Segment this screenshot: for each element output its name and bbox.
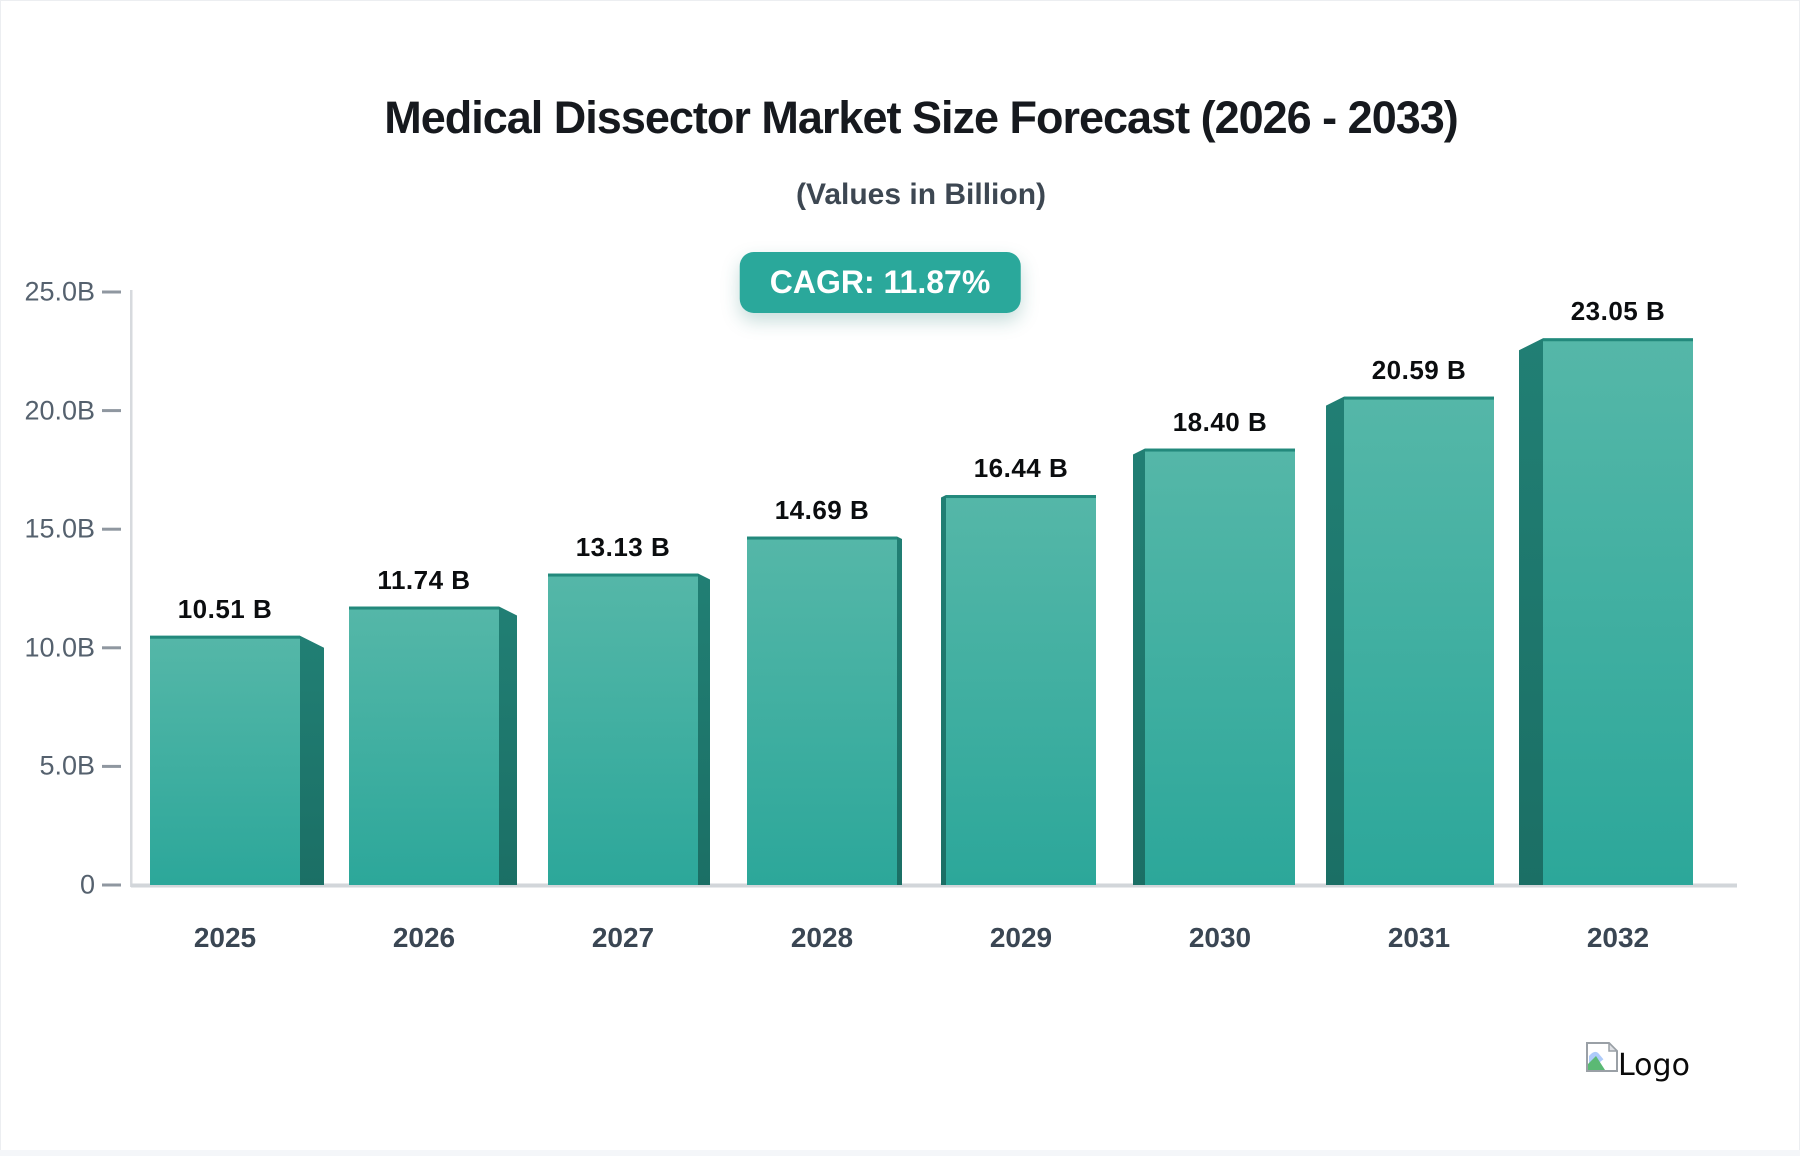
bar-side-face [941,495,946,885]
chart-subtitle: (Values in Billion) [795,178,1047,211]
bottom-strip [0,1150,1800,1156]
bar-front-face [150,635,300,885]
bars-group [150,338,1693,885]
y-tick-label-25.0B: 25.0B [24,276,95,307]
x-tick-label-2032: 2032 [1586,922,1650,953]
x-tick-label-2029: 2029 [989,922,1053,953]
value-label-2027: 13.13 B [575,531,671,562]
value-label-2025: 10.51 B [177,593,273,624]
x-tick-label-2028: 2028 [790,922,854,953]
y-tick-dash [102,883,121,887]
y-tick-dash [102,646,121,650]
bar-front-face [349,606,499,885]
x-tick-label-2025: 2025 [193,922,257,953]
bar-front-face [548,573,698,885]
value-label-2026: 11.74 B [377,564,471,595]
bar-2032[interactable] [1519,338,1693,885]
y-tick-label-5.0B: 5.0B [39,750,95,781]
y-tick-dash [102,527,121,531]
bar-2027[interactable] [548,573,710,885]
bar-side-face [1519,338,1543,885]
bar-front-face [1145,448,1295,885]
cagr-badge: CAGR: 11.87% [739,252,1021,313]
y-tick-dash [102,290,121,294]
value-label-2029: 16.44 B [973,453,1069,484]
bar-top-edge [349,606,499,610]
logo-text: Logo [1618,1048,1690,1083]
bar-top-edge [1543,338,1693,342]
y-axis-line [130,290,133,887]
bar-front-face [946,495,1096,885]
y-tick-dash [102,409,121,413]
x-baseline [131,883,1737,888]
bar-side-face [698,573,710,885]
chart-title: Medical Dissector Market Size Forecast (… [384,92,1459,143]
bar-side-face [300,635,324,885]
bar-2029[interactable] [941,495,1096,885]
bar-top-edge [747,536,897,540]
bar-top-edge [150,635,300,639]
x-tick-label-2027: 2027 [591,922,655,953]
bar-2026[interactable] [349,606,517,885]
bar-front-face [1344,396,1494,885]
axis-group [102,290,1737,888]
broken-image-icon [1586,1041,1619,1077]
y-tick-label-15.0B: 15.0B [24,513,95,544]
bar-top-edge [1145,448,1295,452]
bar-side-face [1133,448,1145,885]
bar-front-face [747,536,897,885]
bar-top-edge [548,573,698,577]
bar-top-edge [946,495,1096,499]
bar-side-face [499,606,517,885]
bar-2028[interactable] [747,536,902,885]
x-tick-label-2030: 2030 [1188,922,1252,953]
logo: Logo [1586,1041,1690,1084]
value-label-2030: 18.40 B [1172,406,1268,437]
x-tick-label-2031: 2031 [1387,922,1451,953]
x-tick-label-2026: 2026 [392,922,456,953]
y-tick-label-10.0B: 10.0B [24,632,95,663]
y-tick-label-20.0B: 20.0B [24,395,95,426]
y-tick-dash [102,764,121,768]
value-label-2032: 23.05 B [1570,296,1666,327]
bar-side-face [1326,396,1344,885]
bar-2030[interactable] [1133,448,1295,885]
value-label-2031: 20.59 B [1371,354,1467,385]
y-tick-label-0: 0 [79,869,95,900]
value-label-2028: 14.69 B [774,494,870,525]
bar-2031[interactable] [1326,396,1494,885]
bar-top-edge [1344,396,1494,400]
bar-side-face [897,536,902,885]
bar-front-face [1543,338,1693,885]
bar-2025[interactable] [150,635,324,885]
